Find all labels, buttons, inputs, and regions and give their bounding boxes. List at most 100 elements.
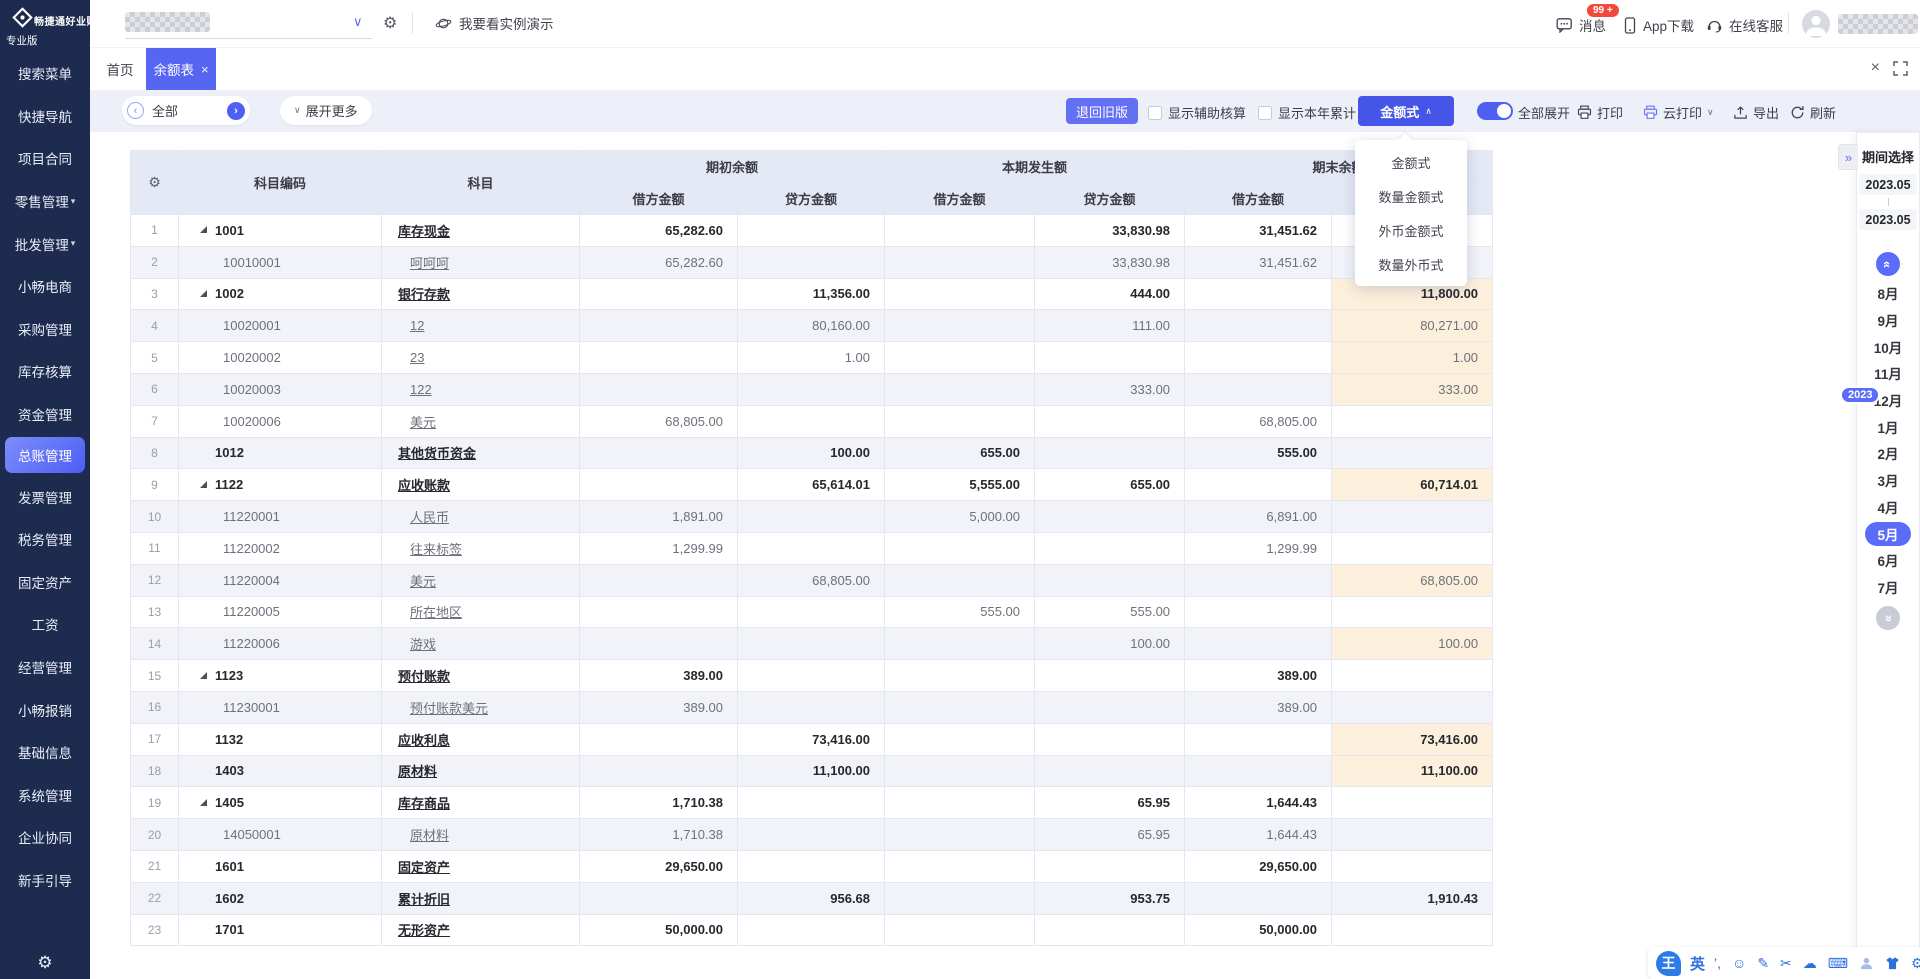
month-item-4月[interactable]: 4月 bbox=[1877, 500, 1899, 516]
keyboard-icon[interactable]: ⌨ bbox=[1827, 955, 1848, 971]
account-name-link[interactable]: 所在地区 bbox=[410, 605, 463, 621]
chevron-left-icon[interactable]: ‹ bbox=[127, 102, 144, 119]
sidebar-item-资金管理[interactable]: 资金管理 bbox=[0, 393, 90, 436]
account-icon[interactable] bbox=[1859, 956, 1874, 971]
export-button[interactable]: 导出 bbox=[1733, 103, 1779, 122]
sidebar-item-零售管理[interactable]: 零售管理 ▾ bbox=[0, 180, 90, 223]
chevron-down-icon[interactable]: ∨ bbox=[353, 14, 363, 29]
settings-icon[interactable]: ⚙ bbox=[1911, 955, 1920, 971]
sidebar-item-小畅电商[interactable]: 小畅电商 bbox=[0, 265, 90, 308]
account-name-link[interactable]: 应收账款 bbox=[398, 478, 451, 494]
emoji-icon[interactable]: ☺ bbox=[1732, 955, 1747, 971]
cloud-print-button[interactable]: 云打印 ∨ bbox=[1643, 103, 1714, 122]
support-link[interactable]: 在线客服 bbox=[1706, 15, 1783, 35]
sidebar-item-采购管理[interactable]: 采购管理 bbox=[0, 308, 90, 351]
account-name-link[interactable]: 库存现金 bbox=[398, 223, 451, 239]
skin-icon[interactable] bbox=[1885, 956, 1900, 971]
format-option-外币金额式[interactable]: 外币金额式 bbox=[1378, 223, 1444, 239]
month-item-9月[interactable]: 9月 bbox=[1877, 314, 1899, 330]
sidebar-item-税务管理[interactable]: 税务管理 bbox=[0, 518, 90, 561]
column-settings-gear-icon[interactable]: ⚙ bbox=[130, 150, 179, 215]
account-name-link[interactable]: 原材料 bbox=[410, 828, 450, 844]
sidebar-item-批发管理[interactable]: 批发管理 ▾ bbox=[0, 222, 90, 265]
expand-icon[interactable] bbox=[200, 671, 207, 679]
messages-link[interactable]: 消息 bbox=[1556, 15, 1606, 35]
month-item-8月[interactable]: 8月 bbox=[1877, 287, 1899, 303]
expand-icon[interactable] bbox=[200, 480, 207, 488]
month-item-7月[interactable]: 7月 bbox=[1877, 580, 1899, 596]
handwriting-icon[interactable]: ✎ bbox=[1757, 955, 1770, 971]
show-ytd-checkbox[interactable]: 显示本年累计 bbox=[1258, 103, 1356, 122]
checkbox-icon[interactable] bbox=[1148, 105, 1162, 120]
sidebar-item-基础信息[interactable]: 基础信息 bbox=[0, 731, 90, 774]
subject-filter[interactable]: ‹ 全部 › bbox=[122, 96, 250, 125]
fullscreen-icon[interactable] bbox=[1893, 61, 1908, 76]
expand-more-button[interactable]: ∨ 展开更多 bbox=[280, 96, 372, 125]
tab-home[interactable]: 首页 bbox=[96, 48, 144, 90]
sidebar-item-新手引导[interactable]: 新手引导 bbox=[0, 859, 90, 902]
account-name-link[interactable]: 应收利息 bbox=[398, 732, 451, 748]
account-name-link[interactable]: 12 bbox=[410, 318, 425, 334]
sidebar-item-经营管理[interactable]: 经营管理 bbox=[0, 646, 90, 689]
checkbox-icon[interactable] bbox=[1258, 105, 1272, 120]
sidebar-item-项目合同[interactable]: 项目合同 bbox=[0, 137, 90, 180]
period-from[interactable]: 2023.05 bbox=[1859, 174, 1917, 195]
account-name-link[interactable]: 其他货币资金 bbox=[398, 446, 477, 462]
language-mode-icon[interactable]: 英 bbox=[1690, 955, 1706, 973]
avatar[interactable] bbox=[1802, 10, 1830, 38]
sidebar-gear-icon[interactable]: ⚙ bbox=[37, 953, 53, 972]
cloud-icon[interactable]: ☁ bbox=[1802, 955, 1817, 971]
close-all-icon[interactable]: × bbox=[1870, 59, 1880, 76]
expand-icon[interactable] bbox=[200, 289, 207, 297]
sidebar-item-企业协同[interactable]: 企业协同 bbox=[0, 816, 90, 859]
month-item-12月[interactable]: 12月 bbox=[1873, 394, 1903, 410]
user-name[interactable] bbox=[1838, 14, 1918, 34]
sidebar-item-总账管理[interactable]: 总账管理 bbox=[5, 437, 85, 474]
format-dropdown-button[interactable]: 金额式 ∧ bbox=[1358, 96, 1454, 126]
sidebar-item-工资[interactable]: 工资 bbox=[0, 603, 90, 646]
account-name-link[interactable]: 无形资产 bbox=[398, 923, 451, 939]
scissors-icon[interactable]: ✂ bbox=[1780, 955, 1792, 971]
month-item-10月[interactable]: 10月 bbox=[1873, 340, 1903, 356]
chevron-right-icon[interactable]: › bbox=[227, 101, 245, 120]
account-name-link[interactable]: 23 bbox=[410, 350, 425, 366]
account-name-link[interactable]: 银行存款 bbox=[398, 287, 451, 303]
expand-all-toggle[interactable] bbox=[1477, 102, 1513, 120]
month-item-5月[interactable]: 5月 bbox=[1865, 521, 1911, 546]
back-to-old-button[interactable]: 退回旧版 bbox=[1066, 98, 1138, 124]
sidebar-item-搜索菜单[interactable]: 搜索菜单 bbox=[0, 52, 90, 95]
account-name-link[interactable]: 122 bbox=[410, 381, 432, 397]
collapse-panel-button[interactable]: » bbox=[1838, 144, 1858, 170]
expand-icon[interactable] bbox=[200, 226, 207, 234]
format-option-数量金额式[interactable]: 数量金额式 bbox=[1378, 189, 1444, 205]
scroll-up-button[interactable]: « bbox=[1876, 252, 1900, 276]
search-input[interactable] bbox=[125, 12, 210, 32]
app-download-link[interactable]: App下载 bbox=[1623, 15, 1694, 35]
account-name-link[interactable]: 美元 bbox=[410, 414, 437, 430]
period-to[interactable]: 2023.05 bbox=[1859, 209, 1917, 230]
sidebar-item-快捷导航[interactable]: 快捷导航 bbox=[0, 95, 90, 138]
month-item-3月[interactable]: 3月 bbox=[1877, 474, 1899, 490]
format-option-数量外币式[interactable]: 数量外币式 bbox=[1378, 257, 1444, 273]
month-item-11月[interactable]: 11月 bbox=[1874, 367, 1902, 383]
month-item-1月[interactable]: 1月 bbox=[1877, 420, 1899, 436]
sidebar-item-小畅报销[interactable]: 小畅报销 bbox=[0, 688, 90, 731]
demo-link[interactable]: 我要看实例演示 bbox=[435, 13, 554, 33]
account-name-link[interactable]: 游戏 bbox=[410, 637, 437, 653]
month-item-2月[interactable]: 2月 bbox=[1877, 447, 1899, 463]
account-name-link[interactable]: 呵呵呵 bbox=[410, 255, 450, 271]
account-name-link[interactable]: 往来标签 bbox=[410, 541, 463, 557]
sidebar-item-发票管理[interactable]: 发票管理 bbox=[0, 475, 90, 518]
account-name-link[interactable]: 累计折旧 bbox=[398, 891, 451, 907]
punctuation-icon[interactable]: ’, bbox=[1714, 955, 1722, 971]
sidebar-item-库存核算[interactable]: 库存核算 bbox=[0, 350, 90, 393]
settings-gear-icon[interactable]: ⚙ bbox=[383, 15, 398, 32]
account-name-link[interactable]: 预付账款美元 bbox=[410, 700, 489, 716]
account-name-link[interactable]: 人民币 bbox=[410, 510, 450, 526]
print-button[interactable]: 打印 bbox=[1577, 103, 1623, 122]
sidebar-item-固定资产[interactable]: 固定资产 bbox=[0, 561, 90, 604]
format-option-金额式[interactable]: 金额式 bbox=[1391, 155, 1431, 171]
tab-balance-sheet[interactable]: 余额表 × bbox=[146, 48, 216, 90]
account-name-link[interactable]: 库存商品 bbox=[398, 796, 451, 812]
month-item-6月[interactable]: 6月 bbox=[1877, 554, 1899, 570]
